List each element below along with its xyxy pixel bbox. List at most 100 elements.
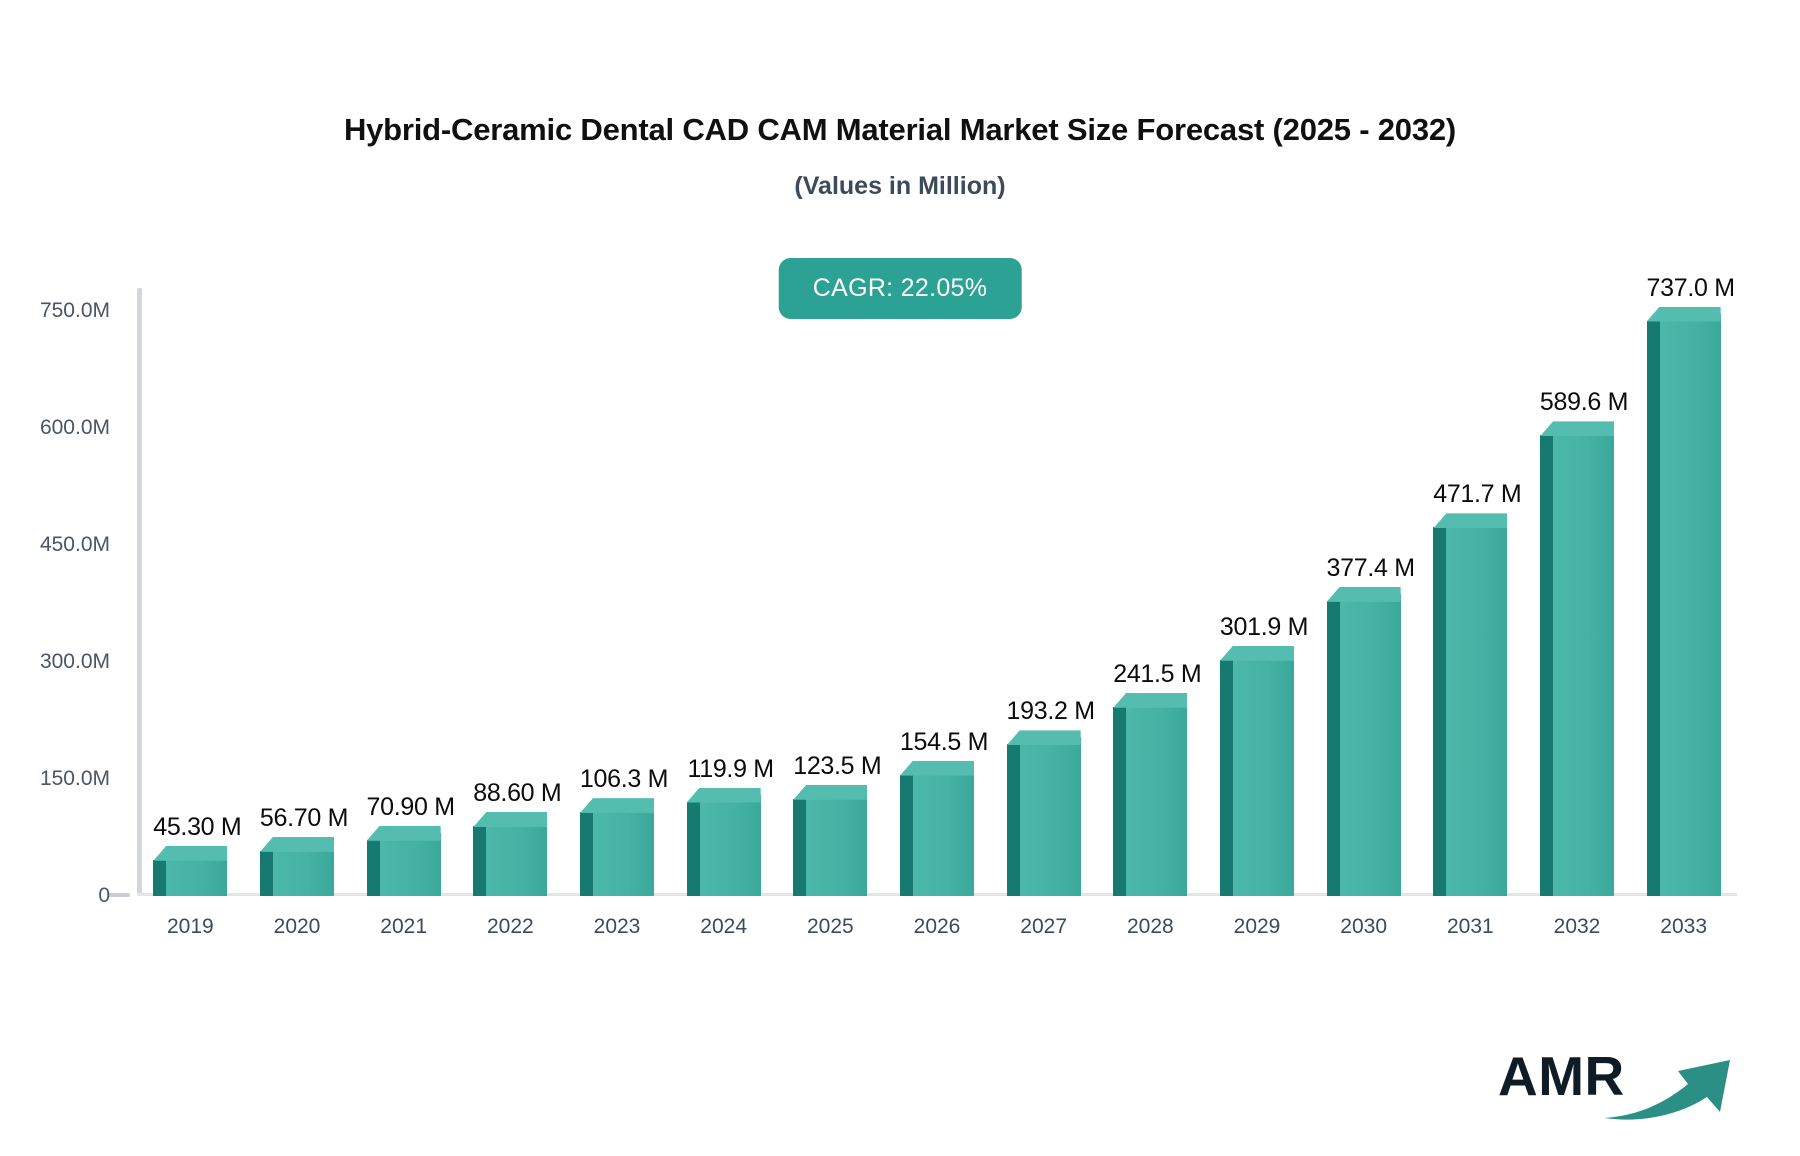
y-axis-tick-label: 150.0M bbox=[39, 767, 110, 791]
bar-3d[interactable] bbox=[1113, 692, 1188, 896]
bar-value-label: 56.70 M bbox=[259, 803, 349, 832]
bar-side-face bbox=[686, 801, 701, 896]
x-axis-tick-label: 2023 bbox=[593, 915, 641, 938]
bar-column[interactable] bbox=[1006, 288, 1081, 896]
y-axis-tick-label: 600.0M bbox=[39, 416, 110, 440]
bar-column[interactable] bbox=[260, 288, 334, 896]
bar-side-face bbox=[1113, 706, 1128, 896]
growth-arrow-icon bbox=[1604, 1060, 1730, 1120]
x-axis-tick-label: 2022 bbox=[486, 915, 534, 938]
bar-side-face bbox=[1540, 435, 1554, 896]
bar-value-label: 119.9 M bbox=[687, 754, 774, 783]
bar-3d[interactable] bbox=[686, 787, 761, 896]
bar-3d[interactable] bbox=[900, 760, 974, 896]
bar-top-face bbox=[1006, 730, 1081, 746]
bar-column[interactable] bbox=[1113, 288, 1188, 896]
chart-subtitle: (Values in Million) bbox=[794, 172, 1006, 200]
bar-top-face bbox=[580, 798, 654, 814]
y-axis-zero-tick bbox=[108, 893, 130, 897]
bar-column[interactable] bbox=[1220, 288, 1294, 896]
bar-top-face bbox=[1646, 306, 1721, 322]
bar-column[interactable] bbox=[1326, 288, 1401, 896]
bar-front-face bbox=[379, 832, 441, 896]
bar-value-label: 737.0 M bbox=[1646, 273, 1736, 302]
bar-3d[interactable] bbox=[153, 845, 228, 896]
bar-column[interactable] bbox=[793, 288, 868, 896]
bar-side-face bbox=[366, 839, 381, 896]
bar-3d[interactable] bbox=[260, 836, 334, 896]
bar-top-face bbox=[1113, 692, 1188, 708]
x-axis-tick-label: 2032 bbox=[1553, 915, 1601, 938]
bar-value-label: 123.5 M bbox=[793, 751, 882, 780]
bar-column[interactable] bbox=[366, 288, 441, 896]
bar-front-face bbox=[806, 791, 868, 896]
bar-front-face bbox=[699, 794, 761, 896]
bar-3d[interactable] bbox=[1326, 586, 1401, 896]
bar-top-face bbox=[793, 784, 868, 800]
bar-value-label: 88.60 M bbox=[473, 778, 562, 807]
y-axis-line bbox=[137, 288, 142, 896]
bar-top-face bbox=[260, 836, 334, 852]
logo-text: AMR bbox=[1498, 1045, 1625, 1107]
bar-front-face bbox=[1553, 428, 1614, 896]
x-axis-tick-label: 2027 bbox=[1020, 915, 1068, 938]
bar-3d[interactable] bbox=[1220, 645, 1294, 896]
bar-front-face bbox=[1446, 520, 1508, 896]
bar-value-label: 70.90 M bbox=[366, 792, 456, 821]
bar-3d[interactable] bbox=[580, 798, 654, 896]
bar-front-face bbox=[273, 843, 334, 896]
y-axis-tick-label: 0 bbox=[98, 884, 110, 907]
bar-side-face bbox=[900, 774, 914, 896]
bar-value-label: 45.30 M bbox=[153, 812, 242, 841]
bar-front-face bbox=[1233, 652, 1294, 896]
bar-side-face bbox=[793, 798, 808, 896]
bar-top-face bbox=[473, 811, 548, 827]
x-axis-tick-label: 2019 bbox=[166, 915, 214, 938]
bar-column[interactable] bbox=[1646, 288, 1721, 896]
bar-3d[interactable] bbox=[1433, 513, 1508, 896]
x-axis-tick-label: 2025 bbox=[806, 915, 854, 938]
bar-value-label: 154.5 M bbox=[899, 727, 989, 756]
bar-column[interactable] bbox=[473, 288, 548, 896]
bar-column[interactable] bbox=[1540, 288, 1614, 896]
bar-side-face bbox=[473, 825, 488, 896]
bar-front-face bbox=[486, 818, 548, 896]
cagr-badge: CAGR: 22.05% bbox=[778, 258, 1022, 319]
bar-series bbox=[137, 288, 1737, 896]
bar-column[interactable] bbox=[1433, 288, 1508, 896]
x-axis-tick-label: 2026 bbox=[913, 915, 961, 938]
bar-top-face bbox=[1220, 645, 1294, 661]
bar-side-face bbox=[1433, 527, 1448, 896]
bar-column[interactable] bbox=[153, 288, 228, 896]
bar-top-face bbox=[1326, 586, 1401, 602]
bar-top-face bbox=[153, 845, 228, 861]
bar-3d[interactable] bbox=[1540, 421, 1614, 896]
bar-column[interactable] bbox=[580, 288, 654, 896]
x-axis-tick-label: 2021 bbox=[380, 915, 428, 938]
bar-front-face bbox=[1659, 313, 1721, 896]
bar-top-face bbox=[366, 825, 441, 841]
bar-column[interactable] bbox=[900, 288, 974, 896]
bar-side-face bbox=[1006, 744, 1021, 896]
bar-3d[interactable] bbox=[1006, 730, 1081, 896]
bar-value-label: 241.5 M bbox=[1113, 659, 1202, 688]
bar-3d[interactable] bbox=[793, 784, 868, 896]
bar-3d[interactable] bbox=[366, 825, 441, 896]
y-axis-tick-label: 750.0M bbox=[39, 299, 110, 323]
bar-top-face bbox=[1433, 513, 1508, 529]
bar-front-face bbox=[913, 767, 974, 896]
bar-side-face bbox=[1220, 659, 1234, 896]
bar-value-label: 106.3 M bbox=[579, 765, 669, 794]
bar-front-face bbox=[593, 805, 654, 896]
bar-3d[interactable] bbox=[1646, 306, 1721, 896]
x-axis-tick-label: 2029 bbox=[1233, 915, 1281, 938]
bar-value-label: 193.2 M bbox=[1006, 697, 1096, 726]
bar-side-face bbox=[260, 850, 274, 896]
bar-front-face bbox=[1126, 699, 1188, 896]
y-axis-tick-label: 450.0M bbox=[39, 533, 110, 557]
x-axis-tick-label: 2028 bbox=[1126, 915, 1174, 938]
bar-column[interactable] bbox=[686, 288, 761, 896]
x-axis-tick-label: 2024 bbox=[700, 915, 748, 938]
bar-3d[interactable] bbox=[473, 811, 548, 896]
